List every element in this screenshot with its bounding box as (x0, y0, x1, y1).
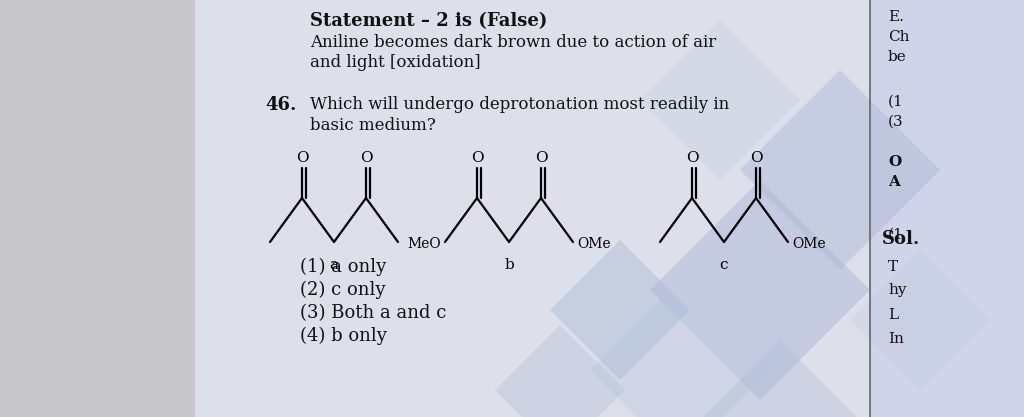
Text: T: T (888, 260, 898, 274)
Text: c: c (720, 258, 728, 272)
Polygon shape (740, 70, 940, 270)
Text: (1) a only: (1) a only (300, 258, 386, 276)
Text: L: L (888, 308, 898, 322)
Text: (1: (1 (888, 228, 904, 242)
Text: b: b (504, 258, 514, 272)
Polygon shape (650, 180, 870, 400)
Text: hy: hy (888, 283, 906, 297)
Text: E.: E. (888, 10, 904, 24)
Polygon shape (495, 325, 625, 417)
Polygon shape (550, 240, 690, 380)
Polygon shape (850, 250, 990, 390)
Text: In: In (888, 332, 904, 346)
Text: O: O (686, 151, 698, 165)
Text: (2) c only: (2) c only (300, 281, 385, 299)
Text: Statement – 2 is (False): Statement – 2 is (False) (310, 12, 548, 30)
Text: O: O (296, 151, 308, 165)
Text: (4) b only: (4) b only (300, 327, 387, 345)
Text: OMe: OMe (577, 237, 610, 251)
Text: A: A (888, 175, 900, 189)
Text: be: be (888, 50, 906, 64)
Text: O: O (888, 155, 901, 169)
Text: Sol.: Sol. (882, 230, 921, 248)
Text: OMe: OMe (792, 237, 825, 251)
Text: (3: (3 (888, 115, 903, 129)
Text: MeO: MeO (408, 237, 441, 251)
Text: 46.: 46. (265, 96, 296, 114)
Text: O: O (535, 151, 547, 165)
Text: and light [oxidation]: and light [oxidation] (310, 54, 480, 71)
Polygon shape (640, 20, 800, 180)
Text: (3) Both a and c: (3) Both a and c (300, 304, 446, 322)
Text: Aniline becomes dark brown due to action of air: Aniline becomes dark brown due to action… (310, 34, 716, 51)
Text: basic medium?: basic medium? (310, 117, 436, 134)
Text: Ch: Ch (888, 30, 909, 44)
Bar (0, 0, 195, 417)
Bar (870, 0, 1024, 417)
Text: O: O (750, 151, 762, 165)
Text: O: O (471, 151, 483, 165)
Text: (1: (1 (888, 95, 904, 109)
Text: O: O (359, 151, 373, 165)
Polygon shape (700, 340, 860, 417)
Polygon shape (590, 280, 770, 417)
Text: Which will undergo deprotonation most readily in: Which will undergo deprotonation most re… (310, 96, 729, 113)
Text: a: a (330, 258, 339, 272)
